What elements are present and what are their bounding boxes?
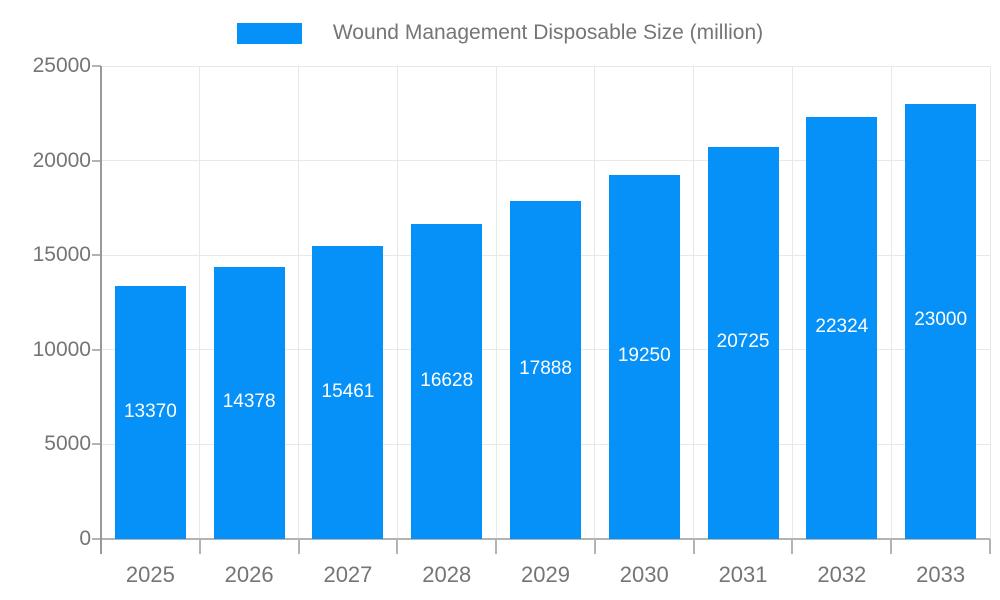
bar-2030[interactable] — [608, 174, 680, 539]
gridline-horizontal — [101, 65, 990, 67]
y-axis-line — [100, 66, 102, 554]
bar-value-label: 20725 — [716, 330, 770, 352]
gridline-vertical — [989, 66, 991, 539]
x-axis-line — [101, 538, 990, 540]
x-axis-tick — [890, 539, 893, 554]
y-axis-label: 10000 — [32, 337, 91, 361]
gridline-vertical — [693, 66, 695, 539]
x-axis-label: 2026 — [224, 562, 274, 587]
legend-item[interactable]: Wound Management Disposable Size (millio… — [236, 21, 764, 45]
x-axis-label: 2032 — [817, 562, 867, 587]
gridline-vertical — [594, 66, 596, 539]
bar-value-label: 22324 — [815, 315, 869, 337]
bar-value-label: 23000 — [914, 309, 968, 331]
bar-2026[interactable] — [213, 266, 285, 539]
x-axis-label: 2025 — [125, 562, 175, 587]
x-axis-label: 2029 — [521, 562, 570, 587]
y-axis-label: 15000 — [32, 243, 91, 267]
bar-2028[interactable] — [411, 224, 483, 539]
y-axis-tick — [92, 348, 101, 351]
gridline-vertical — [298, 66, 300, 539]
bar-2027[interactable] — [312, 246, 384, 539]
x-axis-tick — [198, 539, 201, 554]
x-axis-tick — [495, 539, 498, 554]
x-axis-label: 2033 — [916, 562, 966, 587]
bar-2029[interactable] — [510, 200, 581, 539]
x-axis-label: 2027 — [323, 562, 373, 587]
bar-2032[interactable] — [806, 116, 878, 539]
y-axis-label: 20000 — [32, 148, 91, 172]
bar-2025[interactable] — [114, 286, 186, 539]
x-axis-tick — [396, 539, 399, 554]
bar-value-label: 14378 — [222, 390, 276, 412]
y-axis-tick — [92, 538, 101, 540]
x-axis-tick — [791, 539, 794, 554]
bar-value-label: 16628 — [420, 369, 474, 391]
legend-label: Wound Management Disposable Size (millio… — [332, 21, 764, 44]
gridline-vertical — [396, 66, 398, 539]
legend-swatch — [236, 22, 302, 44]
bar-2031[interactable] — [707, 146, 779, 539]
bar-value-label: 17888 — [519, 357, 572, 379]
y-axis-tick — [92, 159, 101, 162]
y-axis-tick — [92, 254, 101, 257]
bar-value-label: 19250 — [617, 344, 671, 366]
gridline-horizontal — [101, 160, 990, 162]
gridline-vertical — [791, 66, 793, 539]
x-axis-tick — [297, 539, 300, 554]
x-axis-label: 2028 — [422, 562, 472, 587]
x-axis-label: 2030 — [619, 562, 669, 587]
bar-value-label: 15461 — [321, 380, 375, 402]
y-axis-tick — [92, 443, 101, 446]
x-axis-tick — [593, 539, 596, 554]
gridline-vertical — [495, 66, 497, 539]
gridline-vertical — [890, 66, 892, 539]
bar-value-label: 13370 — [123, 400, 177, 422]
y-axis-tick — [92, 65, 101, 67]
bar-2033[interactable] — [905, 103, 977, 539]
y-axis-label: 0 — [79, 527, 91, 550]
gridline-vertical — [199, 66, 201, 539]
legend: Wound Management Disposable Size (millio… — [0, 21, 1000, 45]
x-axis-tick — [692, 539, 695, 554]
y-axis-label: 5000 — [44, 432, 91, 456]
y-axis-label: 25000 — [32, 54, 91, 77]
x-axis-tick — [989, 539, 991, 554]
x-axis-label: 2031 — [718, 562, 768, 587]
